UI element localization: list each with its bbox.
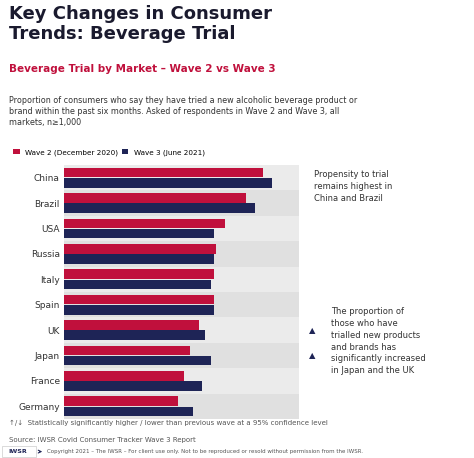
Text: Proportion of consumers who say they have tried a new alcoholic beverage product: Proportion of consumers who say they hav… bbox=[9, 96, 358, 127]
Text: ▲: ▲ bbox=[309, 351, 315, 360]
Bar bbox=[64, 393, 299, 419]
Bar bbox=[2, 446, 36, 458]
Bar bbox=[64, 346, 190, 355]
Bar bbox=[64, 241, 299, 267]
Text: Copyright 2021 – The IWSR – For client use only. Not to be reproduced or resold : Copyright 2021 – The IWSR – For client u… bbox=[47, 449, 364, 454]
Text: IWSR: IWSR bbox=[9, 449, 27, 454]
Text: Key Changes in Consumer
Trends: Beverage Trial: Key Changes in Consumer Trends: Beverage… bbox=[9, 5, 273, 43]
Bar bbox=[64, 216, 299, 241]
Bar bbox=[64, 407, 193, 416]
Bar bbox=[64, 381, 202, 391]
Bar bbox=[64, 218, 225, 228]
Bar bbox=[64, 178, 272, 187]
Bar bbox=[64, 229, 214, 238]
Bar bbox=[64, 165, 299, 191]
Text: Source: IWSR Covid Consumer Tracker Wave 3 Report: Source: IWSR Covid Consumer Tracker Wave… bbox=[9, 437, 196, 443]
Text: The proportion of
those who have
trialled new products
and brands has
significan: The proportion of those who have trialle… bbox=[331, 307, 426, 375]
Bar bbox=[64, 203, 255, 213]
Text: ↑/↓  Statistically significantly higher / lower than previous wave at a 95% conf: ↑/↓ Statistically significantly higher /… bbox=[9, 420, 328, 426]
Legend: Wave 2 (December 2020), Wave 3 (June 2021): Wave 2 (December 2020), Wave 3 (June 202… bbox=[13, 149, 205, 156]
Bar bbox=[64, 193, 246, 203]
Bar bbox=[64, 397, 178, 406]
Bar bbox=[64, 279, 210, 289]
Bar bbox=[64, 356, 210, 365]
Bar bbox=[64, 269, 214, 279]
Bar bbox=[64, 295, 214, 305]
Bar bbox=[64, 267, 299, 292]
Bar bbox=[64, 292, 299, 317]
Bar bbox=[64, 305, 214, 315]
Bar bbox=[64, 254, 214, 264]
Text: Propensity to trial
remains highest in
China and Brazil: Propensity to trial remains highest in C… bbox=[314, 170, 393, 202]
Bar bbox=[64, 168, 264, 177]
Text: ▲: ▲ bbox=[309, 326, 315, 335]
Bar bbox=[64, 343, 299, 368]
Bar bbox=[64, 317, 299, 343]
Bar bbox=[64, 320, 199, 330]
Bar bbox=[64, 191, 299, 216]
Bar bbox=[64, 330, 205, 340]
Bar bbox=[64, 371, 184, 381]
Bar bbox=[64, 368, 299, 393]
Text: Beverage Trial by Market – Wave 2 vs Wave 3: Beverage Trial by Market – Wave 2 vs Wav… bbox=[9, 64, 276, 74]
Bar bbox=[64, 244, 217, 254]
